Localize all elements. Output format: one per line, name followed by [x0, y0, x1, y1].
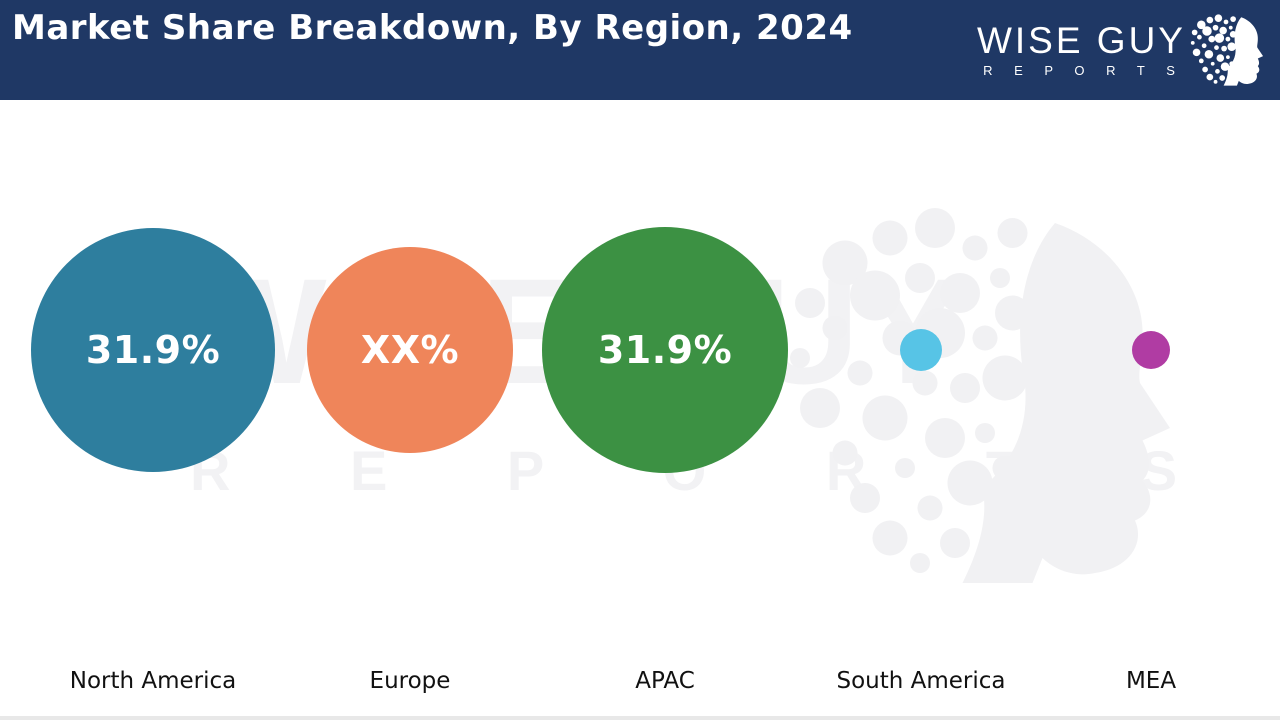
bubble-value-label-north-america: 31.9%	[85, 328, 221, 372]
header: Market Share Breakdown, By Region, 2024 …	[0, 0, 1280, 100]
bubble-europe: XX%	[307, 247, 513, 453]
wise-guy-logo: WISE GUY R E P O R T S	[977, 14, 1264, 86]
wise-guy-head-icon	[1188, 14, 1264, 86]
region-labels: North America Europe APAC South America MEA	[0, 100, 1280, 716]
region-label-north-america: North America	[69, 668, 237, 694]
region-label-mea: MEA	[1125, 668, 1177, 694]
bubble-value-label-apac: 31.9%	[597, 328, 733, 372]
bubble-chart: WISE GUY R E P O R T S 31.9%XX%31.9% Nor…	[0, 100, 1280, 716]
page-title: Market Share Breakdown, By Region, 2024	[12, 8, 853, 48]
bubble-value-label-europe: XX%	[360, 328, 460, 372]
bubble-mea	[1132, 331, 1170, 369]
bottom-strip	[0, 716, 1280, 720]
logo-wordmark: WISE GUY	[976, 19, 1186, 61]
bubble-south-america	[900, 329, 942, 371]
bubble-layer: 31.9% XX% 31.9%	[0, 100, 1280, 716]
watermark-head-icon	[775, 208, 1175, 583]
logo-text: WISE GUY R E P O R T S	[976, 19, 1186, 79]
region-label-apac: APAC	[635, 668, 695, 694]
logo-subtitle: R E P O R T S	[983, 63, 1184, 79]
bubble-apac: 31.9%	[542, 227, 788, 473]
region-label-europe: Europe	[369, 668, 451, 694]
region-label-south-america: South America	[836, 668, 1006, 694]
bubble-north-america: 31.9%	[31, 228, 275, 472]
